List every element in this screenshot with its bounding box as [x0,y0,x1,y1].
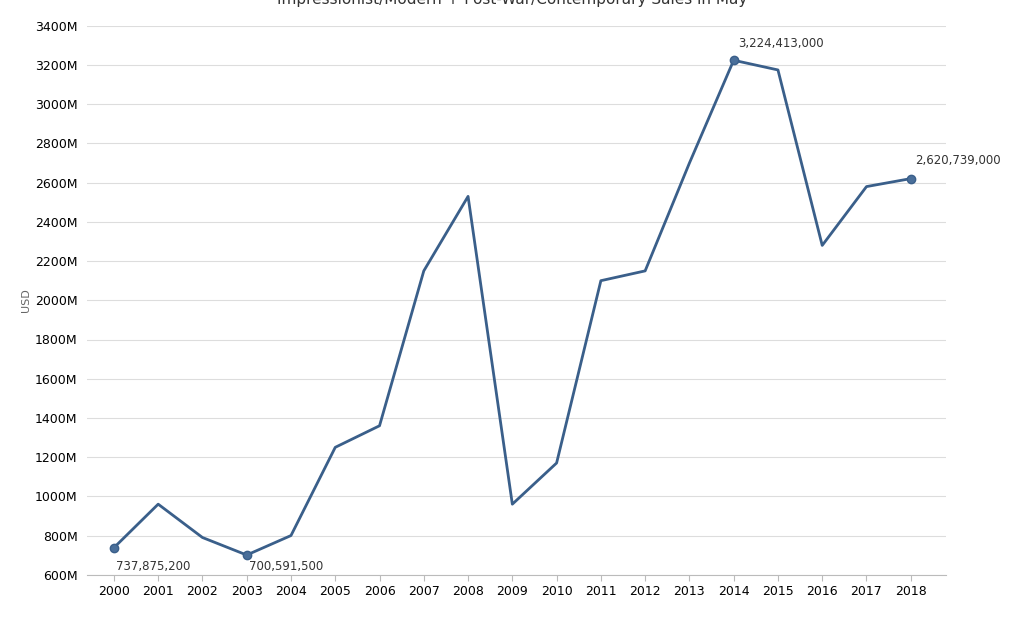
Text: 3,224,413,000: 3,224,413,000 [738,38,823,51]
Text: 2,620,739,000: 2,620,739,000 [915,154,1000,167]
Text: Impressionist/Modern + Post-War/Contemporary Sales in May: Impressionist/Modern + Post-War/Contempo… [276,0,748,7]
Text: 700,591,500: 700,591,500 [249,560,324,573]
Y-axis label: USD: USD [20,288,31,312]
Text: 737,875,200: 737,875,200 [116,560,190,573]
